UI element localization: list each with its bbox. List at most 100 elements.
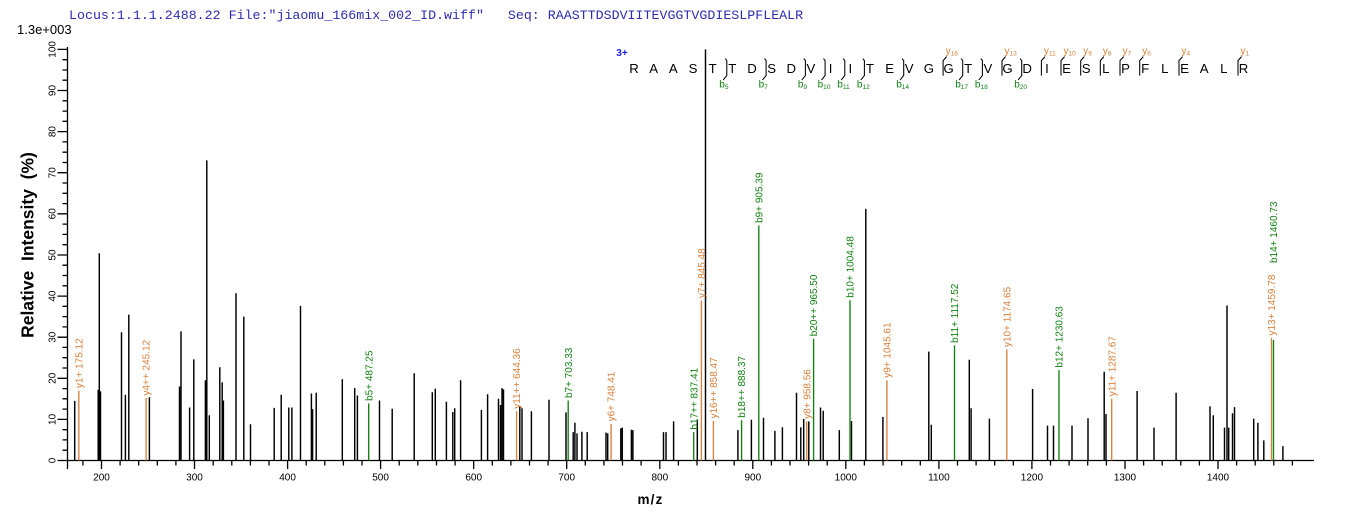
svg-text:b17++ 837.41: b17++ 837.41	[689, 367, 700, 429]
svg-text:T: T	[964, 61, 972, 76]
svg-text:y6+ 748.41: y6+ 748.41	[607, 371, 618, 421]
svg-text:D: D	[787, 61, 797, 76]
svg-text:y7+ 845.48: y7+ 845.48	[697, 248, 708, 298]
svg-text:700: 700	[558, 473, 575, 484]
svg-text:3+: 3+	[616, 48, 628, 59]
svg-text:500: 500	[372, 473, 389, 484]
svg-text:L: L	[1220, 61, 1227, 76]
svg-text:y16++ 858.47: y16++ 858.47	[709, 357, 720, 419]
svg-text:b12: b12	[857, 80, 870, 92]
svg-text:T: T	[728, 61, 736, 76]
svg-text:R: R	[629, 61, 639, 76]
svg-text:T: T	[866, 61, 874, 76]
svg-text:1000: 1000	[835, 473, 858, 484]
svg-text:400: 400	[279, 473, 296, 484]
svg-text:1300: 1300	[1114, 473, 1137, 484]
svg-text:60: 60	[48, 208, 59, 220]
svg-text:80: 80	[48, 126, 59, 138]
svg-text:Relative Intensity (%): Relative Intensity (%)	[18, 152, 38, 338]
svg-text:y10+ 1174.65: y10+ 1174.65	[1002, 286, 1013, 347]
svg-text:S: S	[1082, 61, 1091, 76]
svg-text:b18: b18	[975, 80, 988, 92]
svg-text:20: 20	[48, 372, 59, 384]
svg-text:1.3e+003: 1.3e+003	[17, 22, 72, 37]
svg-text:y11+ 1287.67: y11+ 1287.67	[1107, 336, 1118, 397]
svg-text:F: F	[1141, 61, 1149, 76]
svg-text:10: 10	[48, 413, 59, 425]
svg-text:E: E	[1062, 61, 1071, 76]
svg-text:I: I	[829, 61, 833, 76]
svg-text:y9: y9	[1083, 46, 1092, 58]
svg-text:b18++ 888.37: b18++ 888.37	[737, 356, 748, 418]
svg-text:b11: b11	[837, 80, 850, 92]
svg-text:y11: y11	[1044, 46, 1056, 58]
svg-text:b20: b20	[1014, 80, 1027, 92]
svg-text:100: 100	[48, 41, 59, 58]
svg-text:E: E	[1180, 61, 1189, 76]
svg-text:30: 30	[48, 331, 59, 343]
svg-text:b5+ 487.25: b5+ 487.25	[364, 350, 375, 401]
svg-text:y9+ 1045.61: y9+ 1045.61	[883, 322, 894, 378]
svg-text:b5: b5	[719, 80, 729, 92]
svg-text:L: L	[1102, 61, 1109, 76]
svg-text:70: 70	[48, 167, 59, 179]
svg-text:A: A	[669, 61, 678, 76]
svg-text:40: 40	[48, 290, 59, 302]
svg-text:I: I	[848, 61, 852, 76]
svg-text:1200: 1200	[1021, 473, 1044, 484]
svg-text:b7+ 703.33: b7+ 703.33	[564, 347, 575, 398]
svg-text:y8+ 958.56: y8+ 958.56	[802, 369, 813, 419]
svg-text:1100: 1100	[928, 473, 950, 484]
svg-text:b17: b17	[955, 80, 968, 92]
svg-text:b12+ 1230.63: b12+ 1230.63	[1055, 306, 1066, 368]
svg-text:R: R	[1239, 61, 1249, 76]
svg-text:P: P	[1121, 61, 1130, 76]
svg-text:y1: y1	[1241, 46, 1250, 58]
svg-text:1400: 1400	[1207, 473, 1230, 484]
svg-text:b14+ 1460.73: b14+ 1460.73	[1269, 201, 1280, 263]
svg-text:G: G	[924, 61, 934, 76]
svg-text:T: T	[709, 61, 717, 76]
svg-text:50: 50	[48, 249, 59, 261]
svg-text:b7: b7	[759, 80, 769, 92]
svg-text:S: S	[689, 61, 698, 76]
svg-text:I: I	[1045, 61, 1049, 76]
svg-text:V: V	[905, 61, 914, 76]
svg-text:V: V	[984, 61, 993, 76]
svg-text:600: 600	[465, 473, 482, 484]
svg-text:b10: b10	[818, 80, 831, 92]
svg-text:y13+ 1459.78: y13+ 1459.78	[1267, 274, 1278, 335]
svg-text:y16: y16	[946, 46, 959, 58]
svg-text:y4: y4	[1182, 46, 1191, 58]
svg-text:b14: b14	[896, 80, 909, 92]
svg-text:b11+ 1117.52: b11+ 1117.52	[950, 283, 961, 343]
svg-text:V: V	[807, 61, 816, 76]
svg-text:900: 900	[744, 473, 761, 484]
svg-text:A: A	[1200, 61, 1209, 76]
svg-text:y13: y13	[1005, 46, 1018, 58]
svg-text:b10+ 1004.48: b10+ 1004.48	[846, 236, 857, 298]
svg-text:D: D	[747, 61, 757, 76]
svg-text:y11++ 644.36: y11++ 644.36	[512, 348, 523, 409]
svg-text:Locus:1.1.1.2488.22 File:"jiao: Locus:1.1.1.2488.22 File:"jiaomu_166mix_…	[69, 8, 803, 23]
svg-text:300: 300	[186, 473, 203, 484]
svg-text:y1+ 175.12: y1+ 175.12	[74, 338, 85, 388]
svg-text:y10: y10	[1064, 46, 1077, 58]
svg-text:y8: y8	[1103, 46, 1112, 58]
svg-text:m/z: m/z	[637, 492, 663, 507]
svg-text:y6: y6	[1142, 46, 1151, 58]
svg-text:A: A	[649, 61, 658, 76]
svg-text:y7: y7	[1123, 46, 1132, 58]
svg-text:0: 0	[48, 457, 59, 463]
svg-text:90: 90	[48, 85, 59, 97]
svg-text:L: L	[1161, 61, 1168, 76]
svg-text:G: G	[943, 61, 953, 76]
svg-text:G: G	[1002, 61, 1012, 76]
svg-text:b9: b9	[798, 80, 808, 92]
svg-text:y4++ 245.12: y4++ 245.12	[142, 339, 153, 395]
svg-text:b20++ 965.50: b20++ 965.50	[809, 274, 820, 336]
svg-text:b9+ 905.39: b9+ 905.39	[754, 172, 765, 223]
svg-text:800: 800	[651, 473, 668, 484]
svg-text:200: 200	[93, 473, 110, 484]
svg-text:S: S	[767, 61, 776, 76]
